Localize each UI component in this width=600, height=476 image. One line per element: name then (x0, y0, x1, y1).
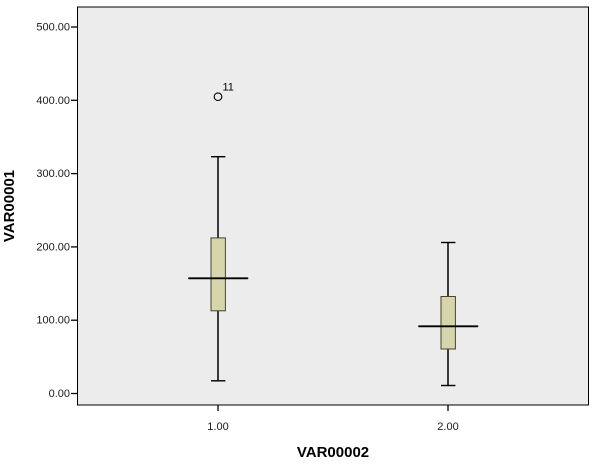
svg-text:0.00: 0.00 (49, 388, 70, 400)
svg-text:2.00: 2.00 (437, 421, 458, 433)
svg-text:300.00: 300.00 (36, 168, 70, 180)
svg-text:VAR00001: VAR00001 (1, 170, 18, 242)
svg-text:VAR00002: VAR00002 (297, 444, 369, 461)
svg-text:11: 11 (223, 82, 234, 94)
svg-text:400.00: 400.00 (36, 95, 70, 107)
svg-text:100.00: 100.00 (36, 315, 70, 327)
svg-text:1.00: 1.00 (207, 421, 228, 433)
svg-text:500.00: 500.00 (36, 22, 70, 34)
svg-text:200.00: 200.00 (36, 241, 70, 253)
